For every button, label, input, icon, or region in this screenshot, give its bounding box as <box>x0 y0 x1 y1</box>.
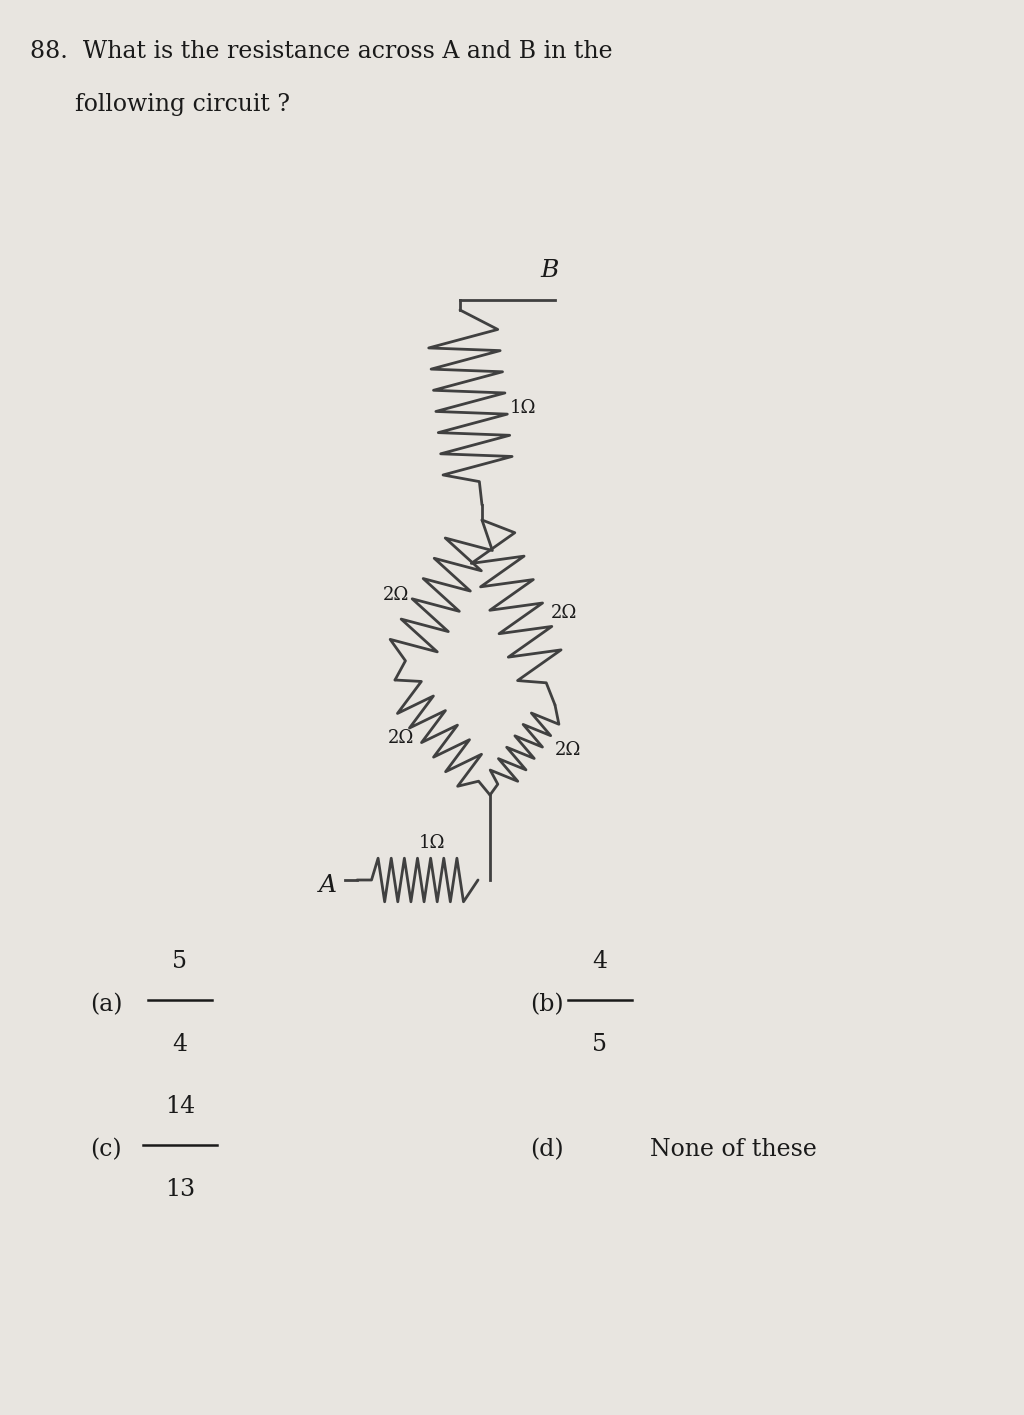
Text: (d): (d) <box>530 1139 563 1162</box>
Text: 13: 13 <box>165 1179 195 1201</box>
Text: following circuit ?: following circuit ? <box>75 93 290 116</box>
Text: 2Ω: 2Ω <box>387 729 414 747</box>
Text: 1Ω: 1Ω <box>418 833 444 852</box>
Text: 2Ω: 2Ω <box>554 741 581 758</box>
Text: A: A <box>319 873 337 897</box>
Text: 5: 5 <box>593 1033 607 1056</box>
Text: 1Ω: 1Ω <box>510 399 537 416</box>
Text: (a): (a) <box>90 993 123 1016</box>
Text: 2Ω: 2Ω <box>383 586 410 604</box>
Text: (b): (b) <box>530 993 563 1016</box>
Text: 4: 4 <box>172 1033 187 1056</box>
Text: 4: 4 <box>593 949 607 974</box>
Text: None of these: None of these <box>650 1139 817 1162</box>
Text: (c): (c) <box>90 1139 122 1162</box>
Text: 14: 14 <box>165 1095 196 1118</box>
Text: B: B <box>541 259 559 282</box>
Text: 2Ω: 2Ω <box>550 604 577 621</box>
Text: 88.  What is the resistance across A and B in the: 88. What is the resistance across A and … <box>30 40 612 64</box>
Text: 5: 5 <box>172 949 187 974</box>
